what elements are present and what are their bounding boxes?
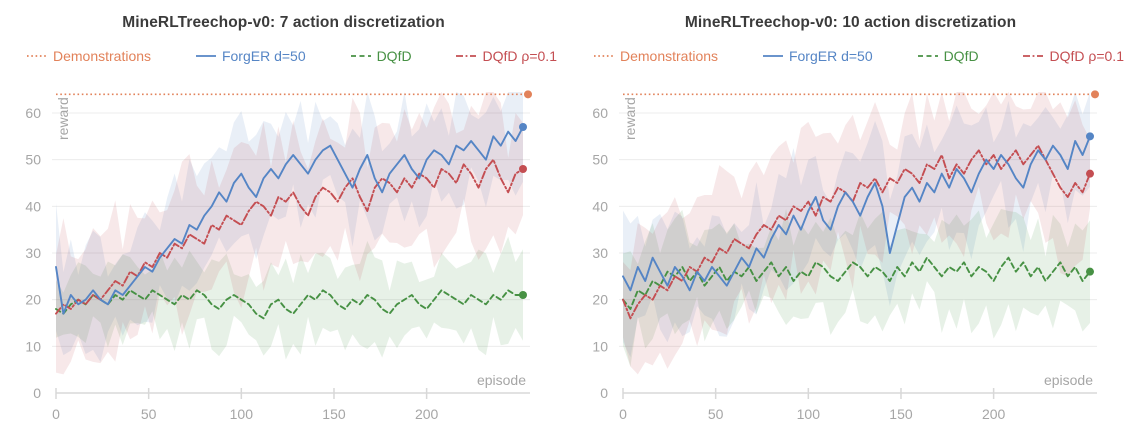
legend-item-demonstrations[interactable]: Demonstrations [593, 48, 718, 64]
legend-marker-dqfd-rho-icon [456, 55, 477, 57]
legend-label: DQfD [376, 48, 412, 64]
gridlines [52, 112, 530, 347]
legend: Demonstrations ForgER d=50 DQfD DQfD ρ=0… [567, 46, 1134, 66]
svg-text:150: 150 [889, 406, 913, 422]
x-axis-title: episode [477, 372, 526, 388]
plot-area[interactable]: 0 50 100 150 200 0 10 20 30 40 50 60 episode reward [567, 78, 1134, 436]
legend-label: DQfD ρ=0.1 [1049, 48, 1124, 64]
plot-area[interactable]: 0 50 100 150 200 0 10 20 30 40 50 60 episode reward [0, 78, 567, 436]
y-tick-labels: 0 10 20 30 40 50 60 [592, 105, 608, 401]
legend-item-dqfd[interactable]: DQfD [350, 48, 412, 64]
legend-label: ForgER d=50 [788, 48, 873, 64]
svg-text:50: 50 [592, 152, 608, 168]
legend-item-dqfd-rho[interactable]: DQfD ρ=0.1 [1022, 48, 1124, 64]
legend-item-dqfd[interactable]: DQfD [917, 48, 979, 64]
legend-item-demonstrations[interactable]: Demonstrations [26, 48, 151, 64]
chart-title: MineRLTreechop-v0: 10 action discretizat… [684, 14, 1017, 31]
legend-label: DQfD ρ=0.1 [482, 48, 557, 64]
legend-item-forger[interactable]: ForgER d=50 [762, 48, 873, 64]
x-axis: 0 50 100 150 200 [52, 388, 530, 422]
confidence-bands [56, 92, 523, 375]
svg-text:20: 20 [25, 292, 41, 308]
svg-text:150: 150 [322, 406, 346, 422]
y-axis-title: reward [622, 97, 638, 140]
svg-text:0: 0 [52, 406, 60, 422]
svg-text:50: 50 [708, 406, 724, 422]
svg-text:0: 0 [33, 385, 41, 401]
legend-label: Demonstrations [620, 48, 719, 64]
legend-marker-dqfd-icon [350, 55, 371, 57]
legend-marker-demonstrations-icon [27, 55, 47, 57]
svg-text:50: 50 [25, 152, 41, 168]
legend-marker-dqfd-rho-icon [1023, 55, 1044, 57]
svg-text:60: 60 [592, 105, 608, 121]
svg-text:30: 30 [592, 245, 608, 261]
svg-text:60: 60 [25, 105, 41, 121]
chart-title: MineRLTreechop-v0: 7 action discretizati… [122, 14, 445, 31]
svg-text:100: 100 [797, 406, 821, 422]
legend-item-dqfd-rho[interactable]: DQfD ρ=0.1 [455, 48, 557, 64]
gridlines [619, 112, 1097, 347]
series-lines [55, 90, 532, 320]
legend-label: ForgER d=50 [221, 48, 306, 64]
svg-text:50: 50 [141, 406, 157, 422]
svg-text:200: 200 [415, 406, 439, 422]
svg-text:10: 10 [25, 338, 41, 354]
y-axis-title: reward [55, 97, 71, 140]
svg-text:10: 10 [592, 338, 608, 354]
chart-panel-7-actions: MineRLTreechop-v0: 7 action discretizati… [0, 14, 567, 436]
legend-label: DQfD [943, 48, 979, 64]
legend-marker-demonstrations-icon [594, 55, 614, 57]
svg-text:40: 40 [25, 198, 41, 214]
svg-text:0: 0 [600, 385, 608, 401]
svg-text:200: 200 [982, 406, 1006, 422]
legend: Demonstrations ForgER d=50 DQfD DQfD ρ=0… [0, 46, 567, 66]
legend-item-forger[interactable]: ForgER d=50 [195, 48, 306, 64]
legend-marker-forger-icon [762, 55, 783, 57]
axis-titles: episode reward [622, 97, 1093, 388]
x-axis-title: episode [1044, 372, 1093, 388]
legend-label: Demonstrations [53, 48, 152, 64]
confidence-bands [623, 92, 1090, 375]
legend-marker-forger-icon [195, 55, 216, 57]
series-lines [622, 90, 1099, 320]
y-tick-labels: 0 10 20 30 40 50 60 [25, 105, 41, 401]
svg-text:30: 30 [25, 245, 41, 261]
svg-text:100: 100 [230, 406, 254, 422]
svg-text:40: 40 [592, 198, 608, 214]
svg-text:0: 0 [619, 406, 627, 422]
chart-panel-10-actions: MineRLTreechop-v0: 10 action discretizat… [567, 0, 1134, 440]
legend-marker-dqfd-icon [917, 55, 938, 57]
svg-text:20: 20 [592, 292, 608, 308]
x-axis: 0 50 100 150 200 [619, 388, 1097, 422]
axis-titles: episode reward [55, 97, 526, 388]
